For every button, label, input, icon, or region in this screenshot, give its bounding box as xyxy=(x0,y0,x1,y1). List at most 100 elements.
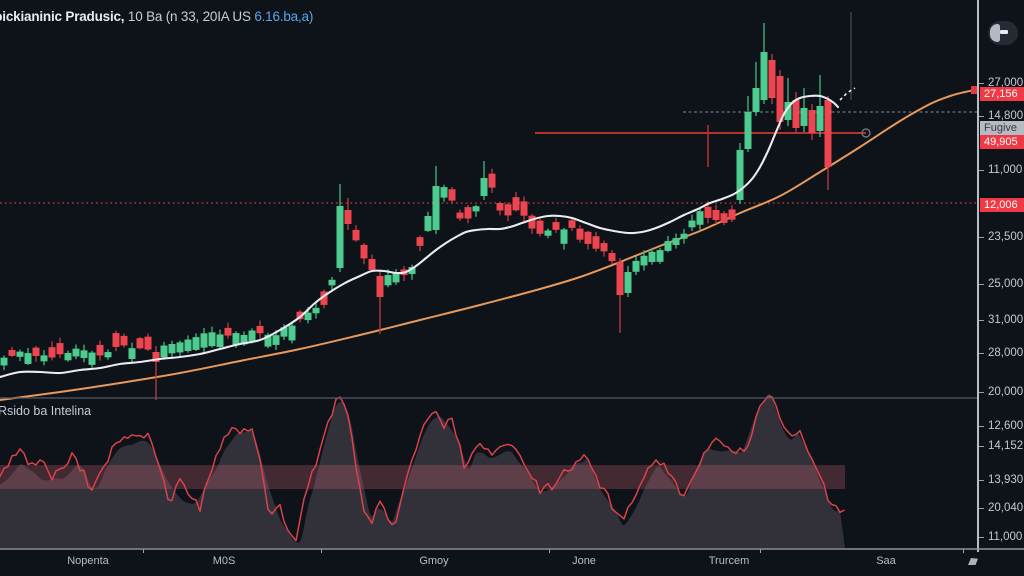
price-tick xyxy=(979,353,984,354)
candle-up xyxy=(64,353,72,361)
price-badge-red: 49,905 xyxy=(980,135,1024,149)
candle-down xyxy=(608,252,616,262)
price-label[interactable]: 14,800 xyxy=(988,110,1024,122)
price-badge-gray: Fugive xyxy=(980,121,1024,135)
indicator-value-label[interactable]: 12,600 xyxy=(988,420,1024,432)
symbol-name: ɔickianinic Pradusic, xyxy=(0,9,125,24)
time-label[interactable]: Gmoy xyxy=(419,555,449,567)
price-label[interactable]: 11,000 xyxy=(988,164,1023,176)
candle-up xyxy=(432,185,440,230)
candle-up xyxy=(560,229,568,244)
indicator-value-label[interactable]: 13,930 xyxy=(988,474,1024,486)
candle-up xyxy=(40,355,48,362)
scale-mode-icon[interactable] xyxy=(968,558,978,565)
candle-down xyxy=(704,206,712,218)
candle-up xyxy=(16,351,24,357)
candle-down xyxy=(360,244,368,259)
candle-down xyxy=(584,231,592,244)
candles-group xyxy=(0,23,832,400)
time-label[interactable]: Saa xyxy=(876,555,896,567)
candle-down xyxy=(520,201,528,216)
indicator-title[interactable]: Rsido ba Intelina xyxy=(0,404,92,418)
price-tick xyxy=(979,170,984,171)
price-label[interactable]: 28,000 xyxy=(988,347,1024,359)
candle-up xyxy=(208,332,216,347)
time-label[interactable]: Nopenta xyxy=(67,555,109,567)
candle-up xyxy=(72,348,80,357)
candle-down xyxy=(456,212,464,219)
price-badge-red: 12,006 xyxy=(980,198,1024,212)
price-tick xyxy=(979,392,984,393)
candle-down xyxy=(528,215,536,229)
candle-down xyxy=(720,213,728,223)
time-tick xyxy=(549,549,550,553)
price-scale-settings-button[interactable] xyxy=(988,21,1018,45)
candle-down xyxy=(464,207,472,219)
candle-up xyxy=(128,348,136,359)
candle-down xyxy=(448,189,456,201)
price-label[interactable]: 23,500 xyxy=(988,231,1024,243)
candle-down xyxy=(768,60,776,99)
candle-down xyxy=(368,258,376,270)
level-line-handle xyxy=(861,128,871,138)
indicator-tick xyxy=(979,537,984,538)
candle-down xyxy=(320,291,328,305)
candle-down xyxy=(376,275,384,298)
indicator-band xyxy=(0,465,845,490)
candle-down xyxy=(32,347,40,357)
candle-down xyxy=(776,75,784,122)
price-label[interactable]: 20,000 xyxy=(988,386,1024,398)
candle-up xyxy=(328,279,336,286)
candle-up xyxy=(88,352,96,365)
indicator-value-label[interactable]: 11,000 xyxy=(988,531,1023,543)
candle-up xyxy=(288,325,296,341)
candle-down xyxy=(96,344,104,356)
candle-up xyxy=(216,334,224,348)
candle-down xyxy=(808,110,816,134)
indicator-value-label[interactable]: 14,152 xyxy=(988,440,1024,452)
indicator-value-label[interactable]: 20,040 xyxy=(988,502,1024,514)
candle-down xyxy=(48,347,56,358)
candle-down xyxy=(552,222,560,230)
symbol-value: 6.16.ba,a) xyxy=(254,9,314,24)
candle-up xyxy=(272,335,280,345)
candle-up xyxy=(184,339,192,351)
candle-up xyxy=(760,52,768,100)
candle-down xyxy=(728,209,736,220)
candle-down xyxy=(296,311,304,320)
price-badge-red: 27,156 xyxy=(980,87,1024,101)
candle-up xyxy=(232,333,240,346)
price-tick xyxy=(979,284,984,285)
time-label[interactable]: Trurcem xyxy=(708,555,750,567)
time-label[interactable]: Jone xyxy=(572,555,596,567)
time-tick xyxy=(963,549,964,553)
candle-down xyxy=(592,236,600,249)
indicator-line xyxy=(0,395,845,542)
candle-up xyxy=(104,352,112,358)
time-label[interactable]: M0S xyxy=(212,555,236,567)
candle-up xyxy=(648,251,656,262)
price-label[interactable]: 27,000 xyxy=(988,77,1024,89)
candle-up xyxy=(80,350,88,359)
candle-up xyxy=(744,112,752,149)
candle-up xyxy=(280,327,288,337)
candle-up xyxy=(696,211,704,225)
candle-down xyxy=(152,352,160,362)
candle-up xyxy=(248,330,256,342)
candle-up xyxy=(472,206,480,212)
candle-up xyxy=(800,107,808,126)
candle-down xyxy=(536,220,544,234)
candle-down xyxy=(120,335,128,346)
candle-up xyxy=(168,344,176,354)
candle-up xyxy=(424,216,432,231)
price-label[interactable]: 31,000 xyxy=(988,314,1024,326)
candle-up xyxy=(264,334,272,347)
candle-down xyxy=(136,338,144,349)
candle-up xyxy=(160,345,168,358)
symbol-title[interactable]: ɔickianinic Pradusic, 10 Ba (n 33, 20IA … xyxy=(0,9,313,24)
candle-up xyxy=(304,312,312,321)
price-label[interactable]: 25,000 xyxy=(988,278,1024,290)
price-tick xyxy=(979,237,984,238)
